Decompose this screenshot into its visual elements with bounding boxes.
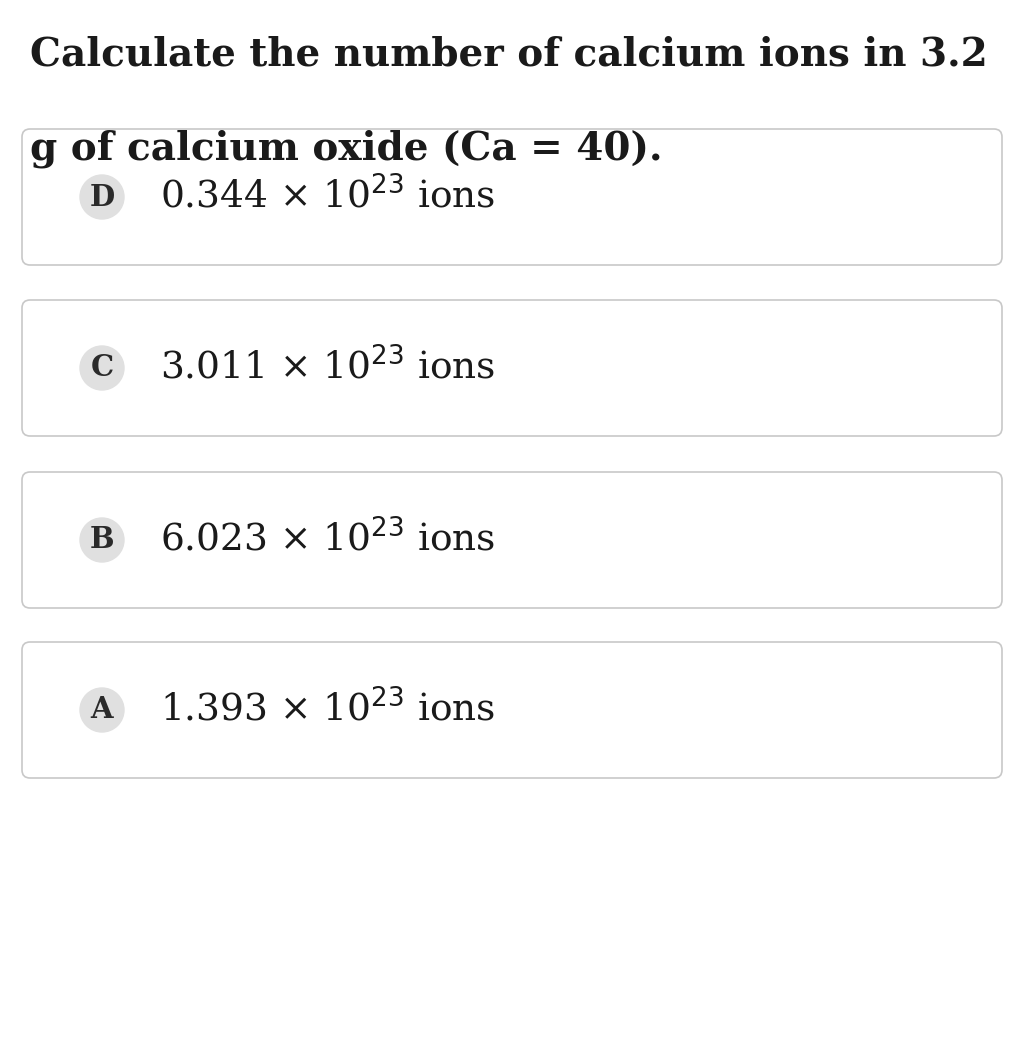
- Text: 3.011 × 10$^{23}$ ions: 3.011 × 10$^{23}$ ions: [160, 348, 496, 387]
- FancyBboxPatch shape: [22, 129, 1002, 265]
- Text: 1.393 × 10$^{23}$ ions: 1.393 × 10$^{23}$ ions: [160, 691, 496, 730]
- Text: g of calcium oxide (Ca = 40).: g of calcium oxide (Ca = 40).: [30, 131, 663, 169]
- Text: B: B: [90, 525, 115, 555]
- FancyBboxPatch shape: [22, 300, 1002, 436]
- FancyBboxPatch shape: [22, 642, 1002, 778]
- Text: 6.023 × 10$^{23}$ ions: 6.023 × 10$^{23}$ ions: [160, 521, 496, 559]
- Text: A: A: [91, 696, 114, 725]
- Text: C: C: [90, 353, 114, 383]
- Circle shape: [80, 346, 124, 390]
- Text: D: D: [89, 182, 115, 211]
- Circle shape: [80, 688, 124, 732]
- Text: Calculate the number of calcium ions in 3.2: Calculate the number of calcium ions in …: [30, 35, 988, 73]
- Circle shape: [80, 175, 124, 219]
- Circle shape: [80, 518, 124, 562]
- Text: 0.344 × 10$^{23}$ ions: 0.344 × 10$^{23}$ ions: [160, 177, 496, 216]
- FancyBboxPatch shape: [22, 472, 1002, 608]
